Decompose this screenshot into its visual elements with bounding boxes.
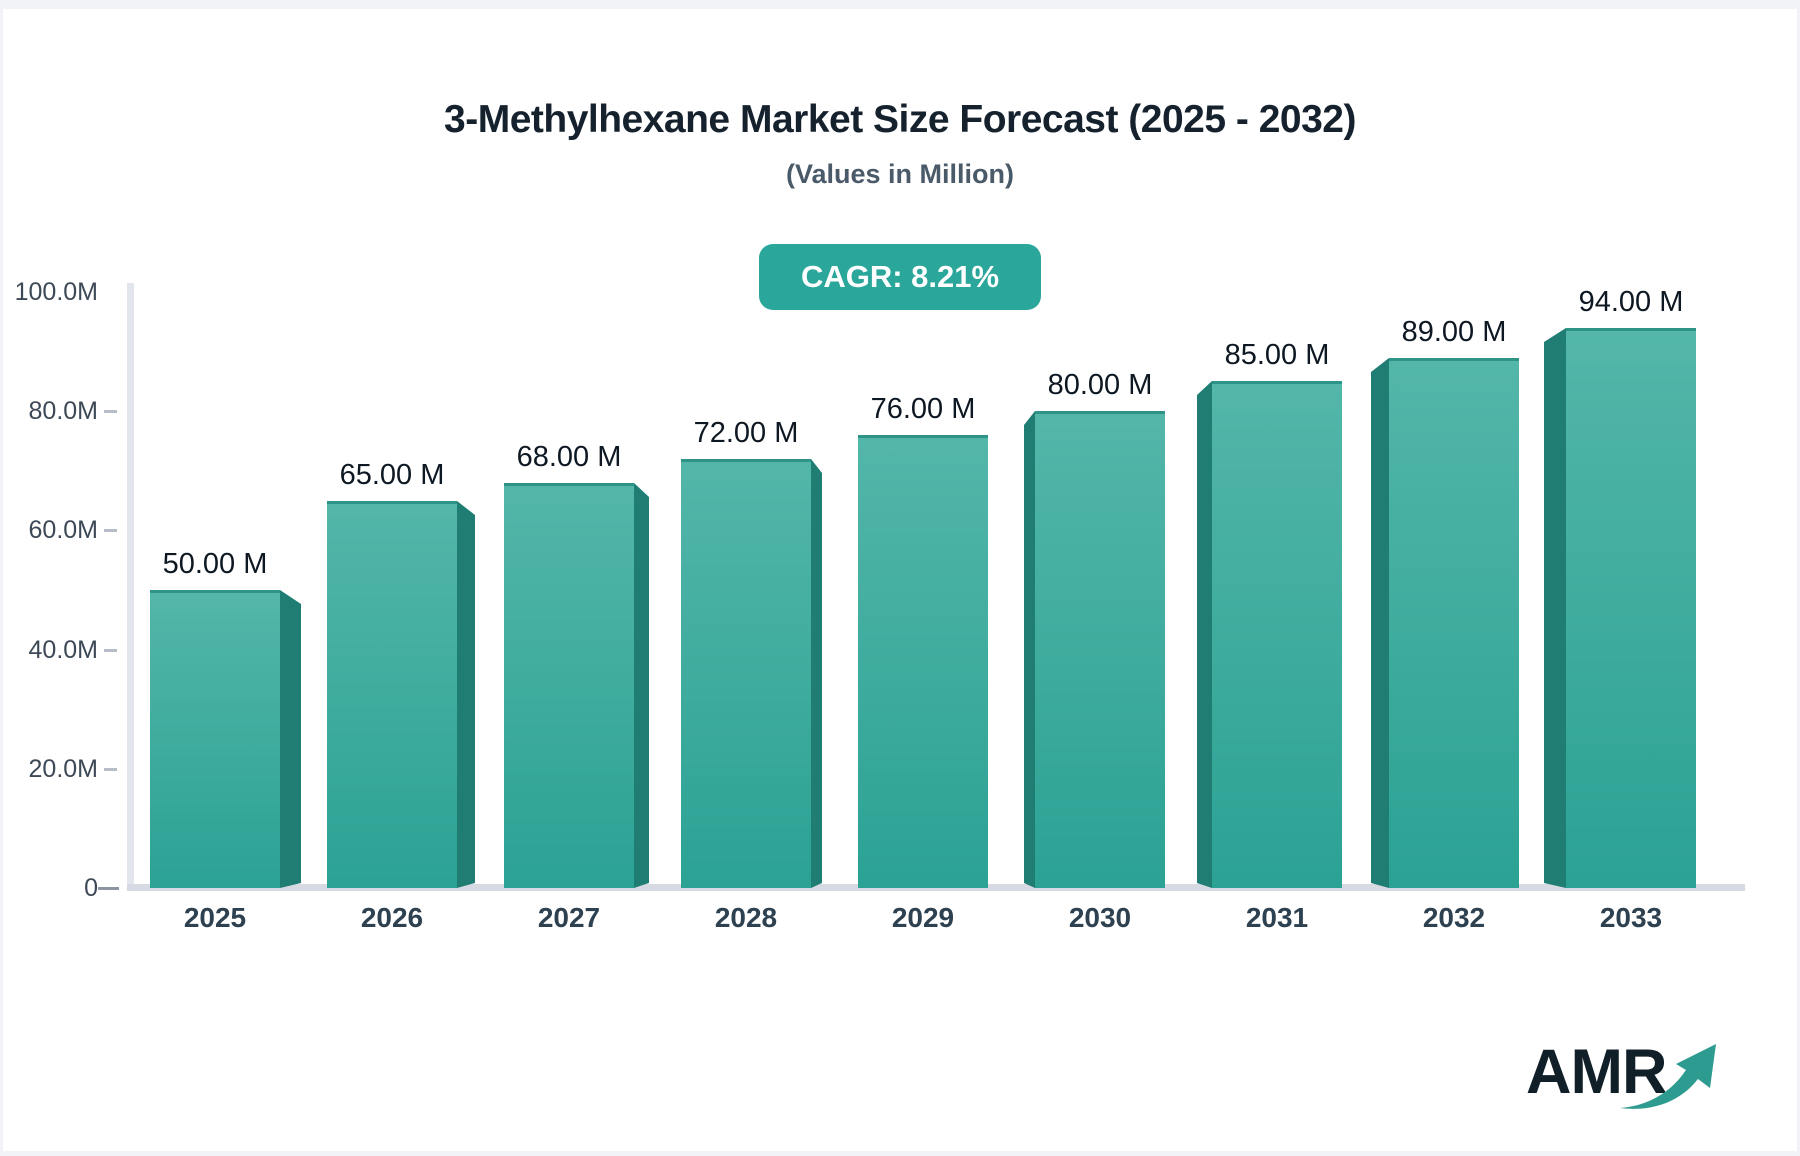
bar-value-label: 50.00 M [162,548,268,580]
y-tick-mark [98,887,119,890]
x-tick-label: 2032 [1422,902,1486,933]
cagr-badge-row: CAGR: 8.21% [60,244,1740,310]
bar-value-label: 68.00 M [516,441,622,473]
y-tick-mark [104,767,117,771]
bar-side-face [1544,328,1566,888]
growth-arrow-icon [1620,1044,1716,1109]
bar-value-label: 72.00 M [693,417,799,449]
y-tick-mark [104,648,117,652]
y-tick-mark [104,529,117,533]
bar-2032[interactable] [1389,358,1519,888]
chart-subtitle: (Values in Million) [785,159,1015,189]
amr-logo-text: AMR [1526,1037,1667,1107]
x-tick-label: 2028 [714,902,778,933]
y-tick-label: 100.0M [14,278,98,306]
amr-logo: AMR [1526,1030,1736,1120]
bar-value-label: 85.00 M [1224,339,1330,371]
bar-side-face [811,459,822,888]
bar-2033[interactable] [1566,328,1696,888]
y-tick-label: 40.0M [28,635,98,664]
cagr-badge: CAGR: 8.21% [758,244,1042,310]
y-tick-label: 80.0M [28,397,98,426]
y-tick-label: 60.0M [28,516,98,545]
bar-2025[interactable] [150,590,280,888]
bar-value-label: 65.00 M [339,459,445,491]
bar-2027[interactable] [504,483,634,888]
bar-2030[interactable] [1035,411,1165,888]
x-tick-label: 2033 [1599,902,1663,933]
bar-value-label: 94.00 M [1578,286,1684,318]
x-tick-label: 2027 [537,902,601,933]
bar-value-label: 89.00 M [1401,316,1507,348]
y-tick-mark [104,410,117,414]
x-tick-label: 2030 [1068,902,1132,933]
y-axis-line [127,283,134,891]
bar-side-face [1371,358,1389,888]
chart-title: 3-Methylhexane Market Size Forecast (202… [444,98,1356,141]
bar-side-face [457,501,475,888]
bar-2026[interactable] [327,501,457,888]
bar-value-label: 76.00 M [870,393,976,425]
x-tick-label: 2025 [183,902,247,933]
bar-value-label: 80.00 M [1047,369,1153,401]
bar-2028[interactable] [681,459,811,888]
y-tick-label: 20.0M [28,754,98,783]
bar-side-face [1024,411,1035,888]
y-tick-label: 0 [84,874,98,902]
bar-2029[interactable] [858,435,988,888]
bar-side-face [634,483,649,888]
x-tick-label: 2031 [1245,902,1309,933]
x-tick-label: 2029 [891,902,955,933]
bar-side-face [280,590,301,888]
x-tick-label: 2026 [360,902,424,933]
bar-2031[interactable] [1212,381,1342,888]
bar-side-face [1197,381,1212,888]
